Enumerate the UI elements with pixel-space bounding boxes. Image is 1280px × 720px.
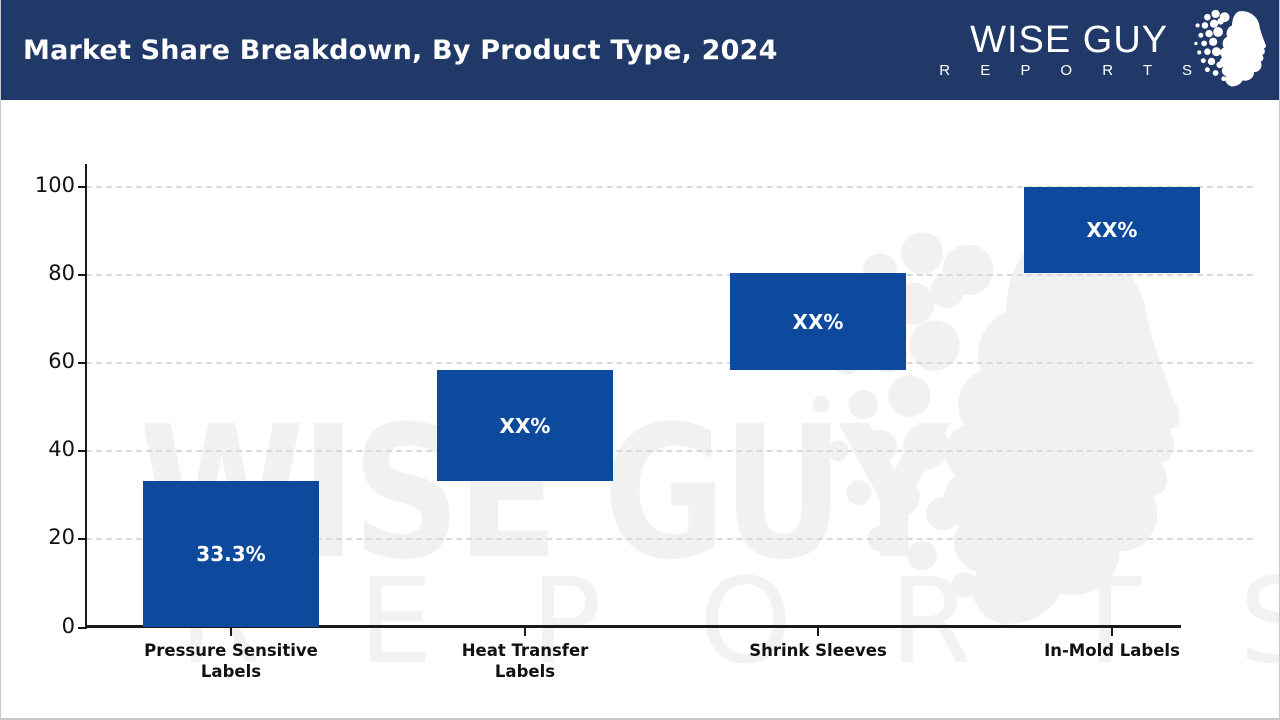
x-tick-label: Pressure Sensitive Labels bbox=[91, 640, 371, 682]
y-tick-mark bbox=[78, 273, 86, 276]
x-tick-label-line: Pressure Sensitive bbox=[144, 641, 318, 660]
chart-canvas: WISE GUY R E P O R T S 0 20 40 60 80 100 33.3%… bbox=[1, 100, 1279, 718]
y-tick-label: 80 bbox=[48, 260, 75, 285]
gridline bbox=[86, 273, 1253, 276]
x-tick-label-line: Labels bbox=[494, 662, 556, 681]
wise-guy-logo: WISE GUY R E P O R T S bbox=[933, 0, 1273, 100]
x-tick-label-line: In-Mold Labels bbox=[1044, 641, 1180, 660]
x-tick-mark bbox=[817, 628, 819, 636]
y-tick-label: 20 bbox=[48, 525, 75, 550]
x-tick-label: Shrink Sleeves bbox=[678, 640, 958, 661]
y-tick-mark bbox=[78, 538, 86, 541]
x-tick-label-line: Heat Transfer bbox=[461, 641, 589, 660]
y-tick-label: 60 bbox=[48, 348, 75, 373]
x-tick-mark bbox=[524, 628, 526, 636]
y-tick-label: 40 bbox=[48, 437, 75, 462]
bar: 33.3% bbox=[143, 480, 319, 628]
x-axis bbox=[86, 625, 1181, 628]
y-tick-label: 0 bbox=[61, 613, 75, 638]
page-title: Market Share Breakdown, By Product Type,… bbox=[23, 34, 778, 66]
x-tick-label: In-Mold Labels bbox=[972, 640, 1252, 661]
x-tick-label-line: Labels bbox=[200, 662, 262, 681]
gridline bbox=[86, 361, 1253, 364]
x-tick-label-line: Shrink Sleeves bbox=[749, 641, 887, 660]
y-tick-label: 100 bbox=[34, 172, 75, 197]
x-tick-mark bbox=[230, 628, 232, 636]
gridline bbox=[86, 450, 1253, 453]
bar: XX% bbox=[437, 370, 613, 481]
bar-value-label: XX% bbox=[499, 413, 551, 438]
x-tick-label: Heat Transfer Labels bbox=[385, 640, 665, 682]
y-tick-mark bbox=[78, 450, 86, 453]
header: Market Share Breakdown, By Product Type,… bbox=[1, 0, 1279, 100]
y-tick-mark bbox=[78, 185, 86, 188]
y-tick-mark bbox=[78, 626, 86, 629]
bar: XX% bbox=[730, 272, 906, 371]
y-tick-mark bbox=[78, 361, 86, 364]
bar-value-label: XX% bbox=[1086, 217, 1138, 242]
gridline bbox=[86, 185, 1253, 188]
logo-subtext: R E P O R T S bbox=[939, 62, 1205, 79]
bar-value-label: XX% bbox=[792, 309, 844, 334]
logo-wordmark-block: WISE GUY R E P O R T S bbox=[933, 21, 1205, 79]
x-tick-mark bbox=[1111, 628, 1113, 636]
gridline bbox=[86, 538, 1253, 541]
y-axis bbox=[85, 164, 87, 629]
logo-wordmark: WISE GUY bbox=[970, 19, 1169, 61]
bar-value-label: 33.3% bbox=[196, 542, 266, 567]
bar: XX% bbox=[1024, 186, 1200, 273]
